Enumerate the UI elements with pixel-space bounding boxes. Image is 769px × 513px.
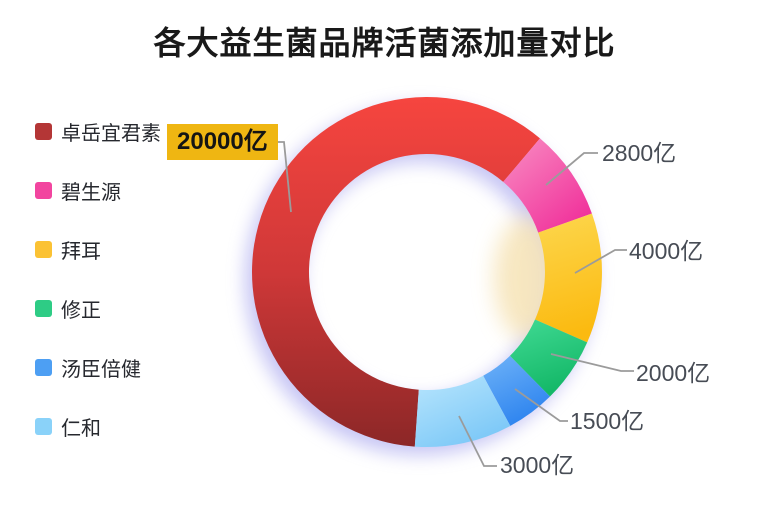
legend-item-xiuzheng[interactable]: 修正: [35, 296, 161, 322]
legend-label: 卓岳宜君素: [61, 122, 161, 145]
leader-line-1500: [514, 388, 568, 422]
legend-item-renhe[interactable]: 仁和: [35, 414, 161, 440]
legend-item-tangchenbeijian[interactable]: 汤臣倍健: [35, 355, 161, 381]
leader-line-4000: [574, 249, 627, 274]
legend-swatch-icon: [35, 299, 52, 317]
legend-swatch-icon: [35, 358, 52, 376]
legend-label: 修正: [61, 299, 101, 322]
legend-label: 拜耳: [61, 240, 101, 263]
legend-swatch-icon: [35, 181, 52, 199]
pie-slice-5[interactable]: [414, 375, 511, 448]
legend-label: 碧生源: [61, 181, 121, 204]
leader-line-3000: [458, 415, 497, 467]
chart-title: 各大益生菌品牌活菌添加量对比: [153, 25, 616, 61]
legend-swatch-icon: [35, 417, 52, 435]
leader-line-2000: [550, 353, 634, 372]
pie-slice-1[interactable]: [503, 138, 592, 233]
value-label-3000: 3000亿: [500, 452, 575, 478]
legend-item-zhuoyueyijunsu[interactable]: 卓岳宜君素: [35, 119, 161, 145]
pie-slice-3[interactable]: [509, 319, 588, 397]
donut-slices: [251, 97, 602, 448]
leader-lines: [276, 141, 634, 467]
legend-label: 仁和: [61, 417, 101, 440]
legend-swatch-icon: [35, 122, 52, 140]
legend-label: 汤臣倍健: [61, 358, 141, 381]
value-label-2000: 2000亿: [636, 360, 711, 386]
highlight-value-label: 20000亿: [167, 124, 278, 160]
value-label-2800: 2800亿: [602, 140, 677, 166]
value-label-1500: 1500亿: [570, 408, 645, 434]
legend-item-baier[interactable]: 拜耳: [35, 237, 161, 263]
pie-slice-0[interactable]: [251, 97, 540, 447]
leader-line-2800: [545, 152, 598, 186]
pie-slice-2[interactable]: [535, 213, 602, 343]
leader-line-20000: [276, 141, 292, 213]
legend-item-bishengyuan[interactable]: 碧生源: [35, 178, 161, 204]
legend-swatch-icon: [35, 240, 52, 258]
legend: 卓岳宜君素 碧生源 拜耳 修正 汤臣倍健 仁和: [35, 119, 161, 473]
value-label-4000: 4000亿: [629, 238, 704, 264]
